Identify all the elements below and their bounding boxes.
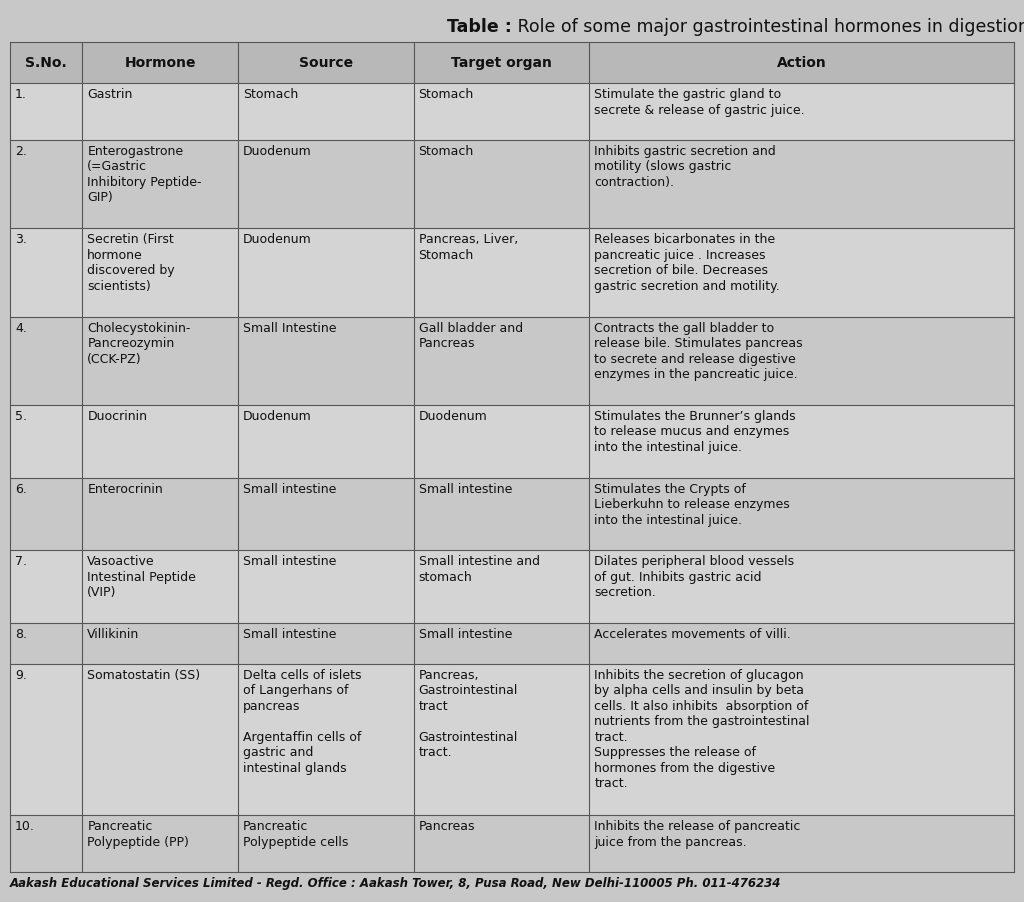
- Text: 1.: 1.: [15, 88, 27, 101]
- Text: S.No.: S.No.: [26, 56, 67, 69]
- Text: Small intestine: Small intestine: [243, 555, 336, 568]
- Bar: [10, 622, 1014, 664]
- Text: Duodenum: Duodenum: [243, 145, 311, 158]
- Text: 2.: 2.: [15, 145, 27, 158]
- Text: Aakash Educational Services Limited - Regd. Office : Aakash Tower, 8, Pusa Road,: Aakash Educational Services Limited - Re…: [10, 877, 781, 890]
- Text: Inhibits the secretion of glucagon
by alpha cells and insulin by beta
cells. It : Inhibits the secretion of glucagon by al…: [594, 668, 810, 790]
- Text: Duodenum: Duodenum: [419, 410, 487, 423]
- Bar: [10, 228, 1014, 317]
- Text: Small Intestine: Small Intestine: [243, 321, 337, 335]
- Text: Contracts the gall bladder to
release bile. Stimulates pancreas
to secrete and r: Contracts the gall bladder to release bi…: [594, 321, 803, 381]
- Text: 4.: 4.: [15, 321, 27, 335]
- Text: Releases bicarbonates in the
pancreatic juice . Increases
secretion of bile. Dec: Releases bicarbonates in the pancreatic …: [594, 234, 780, 292]
- Bar: [10, 405, 1014, 477]
- Text: Pancreas: Pancreas: [419, 820, 475, 833]
- Text: Duodenum: Duodenum: [243, 410, 311, 423]
- Text: 10.: 10.: [15, 820, 35, 833]
- Text: Small intestine: Small intestine: [243, 628, 336, 640]
- Text: Dilates peripheral blood vessels
of gut. Inhibits gastric acid
secretion.: Dilates peripheral blood vessels of gut.…: [594, 555, 795, 599]
- Text: Gall bladder and
Pancreas: Gall bladder and Pancreas: [419, 321, 522, 350]
- Text: 5.: 5.: [15, 410, 27, 423]
- Text: Stimulates the Brunner’s glands
to release mucus and enzymes
into the intestinal: Stimulates the Brunner’s glands to relea…: [594, 410, 796, 454]
- Text: Stomach: Stomach: [419, 145, 474, 158]
- Text: Stimulate the gastric gland to
secrete & release of gastric juice.: Stimulate the gastric gland to secrete &…: [594, 88, 805, 116]
- Text: Target organ: Target organ: [451, 56, 552, 69]
- Text: Action: Action: [777, 56, 826, 69]
- Text: Stimulates the Crypts of
Lieberkuhn to release enzymes
into the intestinal juice: Stimulates the Crypts of Lieberkuhn to r…: [594, 483, 791, 527]
- Bar: [10, 815, 1014, 872]
- Bar: [10, 83, 1014, 140]
- Text: Villikinin: Villikinin: [87, 628, 139, 640]
- Text: Gastrin: Gastrin: [87, 88, 133, 101]
- Text: Somatostatin (SS): Somatostatin (SS): [87, 668, 201, 682]
- Text: Pancreas, Liver,
Stomach: Pancreas, Liver, Stomach: [419, 234, 518, 262]
- Text: Inhibits the release of pancreatic
juice from the pancreas.: Inhibits the release of pancreatic juice…: [594, 820, 801, 849]
- Bar: [10, 140, 1014, 228]
- Text: Secretin (First
hormone
discovered by
scientists): Secretin (First hormone discovered by sc…: [87, 234, 175, 292]
- Bar: [10, 664, 1014, 815]
- Text: 3.: 3.: [15, 234, 27, 246]
- Text: Small intestine: Small intestine: [419, 483, 512, 495]
- Text: Duodenum: Duodenum: [243, 234, 311, 246]
- Bar: [10, 550, 1014, 622]
- Text: Stomach: Stomach: [243, 88, 298, 101]
- Text: Source: Source: [299, 56, 353, 69]
- Text: Hormone: Hormone: [124, 56, 196, 69]
- Text: Vasoactive
Intestinal Peptide
(VIP): Vasoactive Intestinal Peptide (VIP): [87, 555, 197, 599]
- Text: Pancreatic
Polypeptide cells: Pancreatic Polypeptide cells: [243, 820, 348, 849]
- Text: Pancreatic
Polypeptide (PP): Pancreatic Polypeptide (PP): [87, 820, 189, 849]
- Bar: [10, 317, 1014, 405]
- Bar: [10, 42, 1014, 83]
- Text: 8.: 8.: [15, 628, 27, 640]
- Text: Duocrinin: Duocrinin: [87, 410, 147, 423]
- Text: 6.: 6.: [15, 483, 27, 495]
- Text: Table :: Table :: [447, 18, 512, 36]
- Text: Cholecystokinin-
Pancreozymin
(CCK-PZ): Cholecystokinin- Pancreozymin (CCK-PZ): [87, 321, 190, 365]
- Text: Stomach: Stomach: [419, 88, 474, 101]
- Bar: [10, 477, 1014, 550]
- Text: Small intestine: Small intestine: [419, 628, 512, 640]
- Text: Pancreas,
Gastrointestinal
tract

Gastrointestinal
tract.: Pancreas, Gastrointestinal tract Gastroi…: [419, 668, 518, 759]
- Text: Delta cells of islets
of Langerhans of
pancreas

Argentaffin cells of
gastric an: Delta cells of islets of Langerhans of p…: [243, 668, 361, 775]
- Text: Enterogastrone
(=Gastric
Inhibitory Peptide-
GIP): Enterogastrone (=Gastric Inhibitory Pept…: [87, 145, 202, 205]
- Text: Enterocrinin: Enterocrinin: [87, 483, 163, 495]
- Text: Small intestine: Small intestine: [243, 483, 336, 495]
- Text: 9.: 9.: [15, 668, 27, 682]
- Text: Role of some major gastrointestinal hormones in digestion: Role of some major gastrointestinal horm…: [512, 18, 1024, 36]
- Text: Accelerates movements of villi.: Accelerates movements of villi.: [594, 628, 792, 640]
- Text: Small intestine and
stomach: Small intestine and stomach: [419, 555, 540, 584]
- Text: 7.: 7.: [15, 555, 27, 568]
- Text: Inhibits gastric secretion and
motility (slows gastric
contraction).: Inhibits gastric secretion and motility …: [594, 145, 776, 189]
